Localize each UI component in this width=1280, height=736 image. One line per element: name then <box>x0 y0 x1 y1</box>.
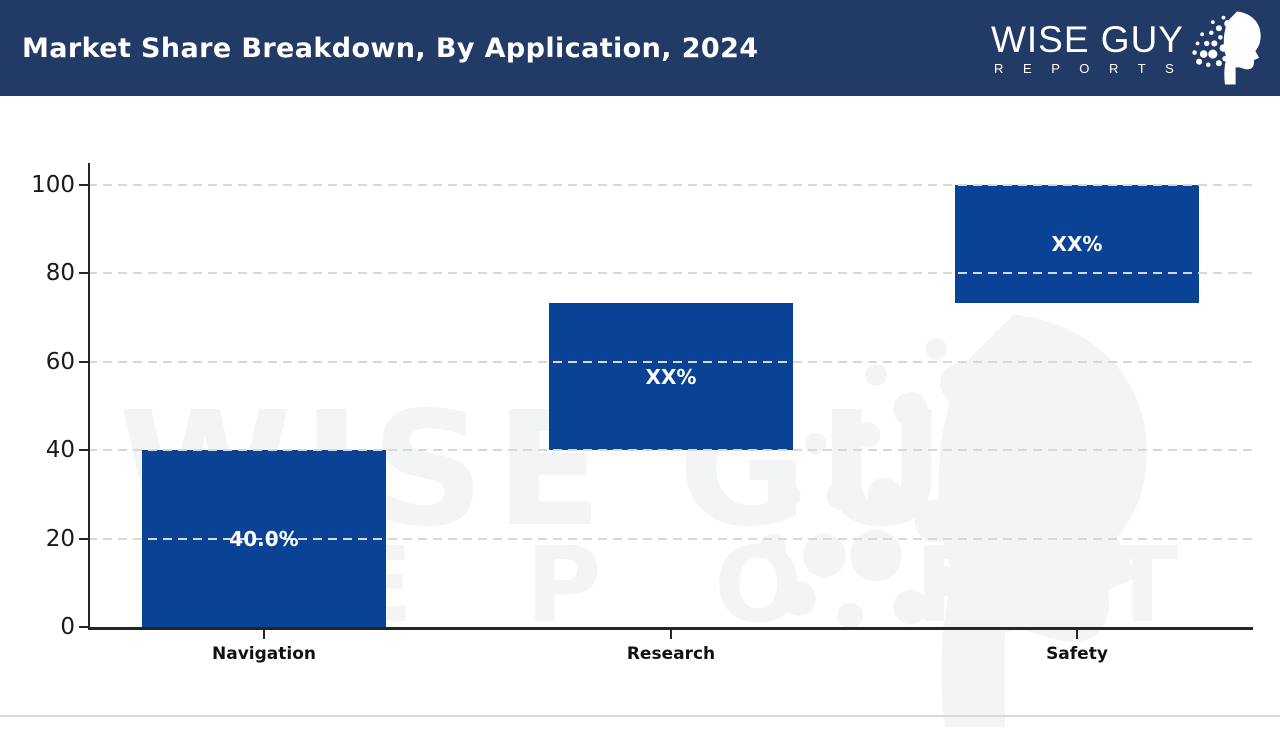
bar-label-navigation: 40.0% <box>229 526 299 551</box>
watermark-head-icon <box>759 314 1147 728</box>
x-tick-safety <box>1076 630 1078 639</box>
y-tick-label-20: 20 <box>45 525 75 552</box>
bar-label-safety: XX% <box>1051 232 1103 256</box>
page-title: Market Share Breakdown, By Application, … <box>22 32 759 64</box>
x-tick-research <box>670 630 672 639</box>
y-tick-label-60: 60 <box>45 348 75 375</box>
gridline-20 <box>88 537 1253 540</box>
x-tick-navigation <box>263 630 265 639</box>
chart-area: WISE GUY R E P O R T S 0 20 40 60 80 100 40.0%… <box>0 96 1280 728</box>
dotted-head-icon <box>1192 11 1261 85</box>
x-axis-label-navigation: Navigation <box>212 644 316 664</box>
x-axis-label-research: Research <box>626 644 716 664</box>
y-tick-label-0: 0 <box>60 614 75 640</box>
gridline-80 <box>88 272 1253 275</box>
header-bar: Market Share Breakdown, By Application, … <box>0 0 1280 96</box>
y-tick-label-100: 100 <box>31 172 75 198</box>
y-tick-0 <box>79 626 88 628</box>
bar-label-research: XX% <box>645 364 697 389</box>
y-tick-label-80: 80 <box>45 260 75 287</box>
y-tick-20 <box>79 537 88 540</box>
bar-research <box>549 303 793 451</box>
x-axis-spine <box>88 627 1253 630</box>
y-tick-60 <box>79 360 88 363</box>
brand-logo: WISE GUY R E P O R T S <box>991 6 1266 90</box>
y-tick-80 <box>79 272 88 275</box>
y-tick-100 <box>79 184 88 186</box>
brand-logo-text: WISE GUY R E P O R T S <box>991 21 1184 75</box>
brand-subname: R E P O R T S <box>993 61 1182 76</box>
y-axis-spine <box>88 163 90 627</box>
x-axis-label-safety: Safety <box>1046 644 1108 664</box>
y-tick-label-40: 40 <box>45 437 75 464</box>
y-tick-40 <box>79 449 88 452</box>
footer-divider <box>0 715 1280 717</box>
gridline-40 <box>88 449 1253 452</box>
gridline-60 <box>88 360 1253 363</box>
brand-name: WISE GUY <box>990 19 1184 60</box>
gridline-100 <box>88 184 1253 186</box>
bar-safety <box>955 185 1199 303</box>
